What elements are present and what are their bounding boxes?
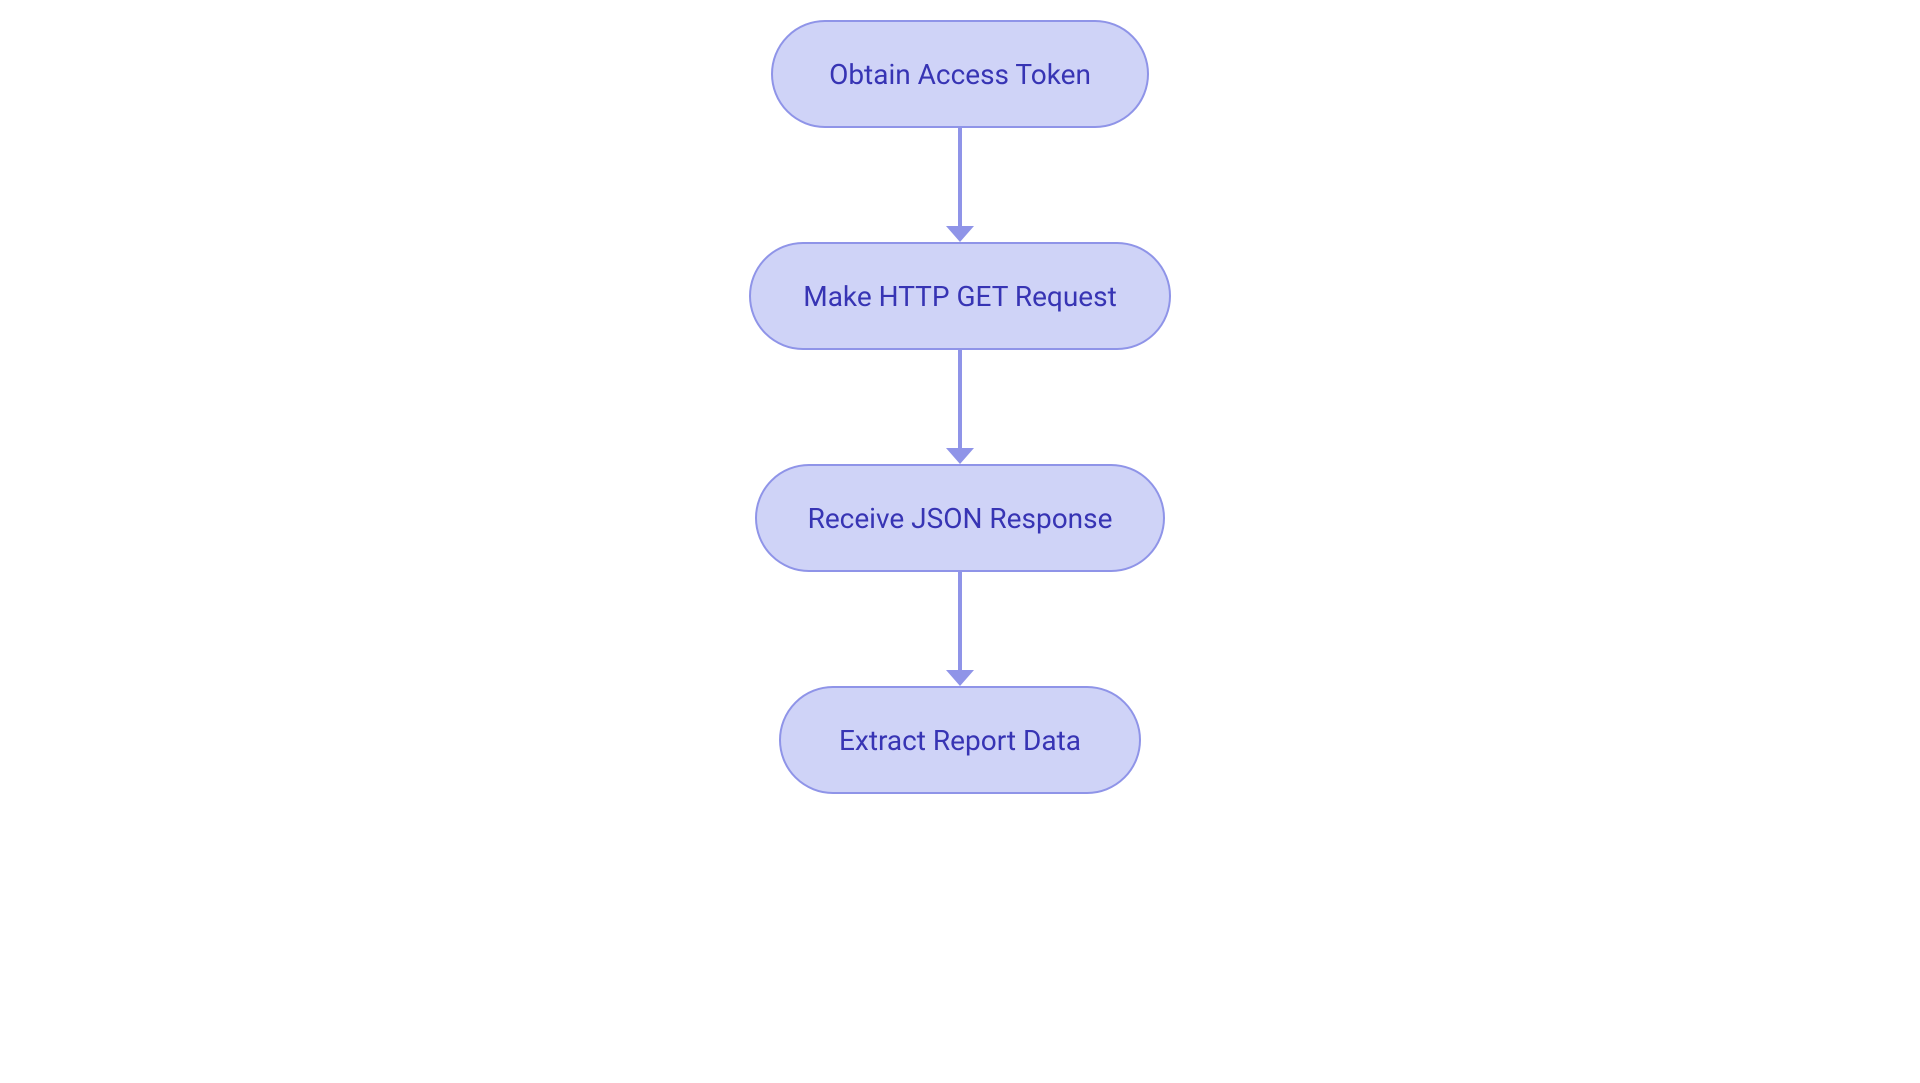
flowchart-arrow: [940, 572, 980, 686]
flowchart-node: Obtain Access Token: [771, 20, 1149, 128]
flowchart-node-label: Make HTTP GET Request: [803, 280, 1116, 313]
flowchart-node-label: Receive JSON Response: [808, 502, 1113, 535]
flowchart-node-label: Extract Report Data: [839, 724, 1081, 757]
flowchart-node: Make HTTP GET Request: [749, 242, 1171, 350]
flowchart-arrow: [940, 128, 980, 242]
flowchart-node: Receive JSON Response: [755, 464, 1165, 572]
flowchart-node-label: Obtain Access Token: [829, 58, 1091, 91]
flowchart-node: Extract Report Data: [779, 686, 1141, 794]
flowchart-container: Obtain Access Token Make HTTP GET Request…: [749, 20, 1171, 794]
flowchart-arrow: [940, 350, 980, 464]
